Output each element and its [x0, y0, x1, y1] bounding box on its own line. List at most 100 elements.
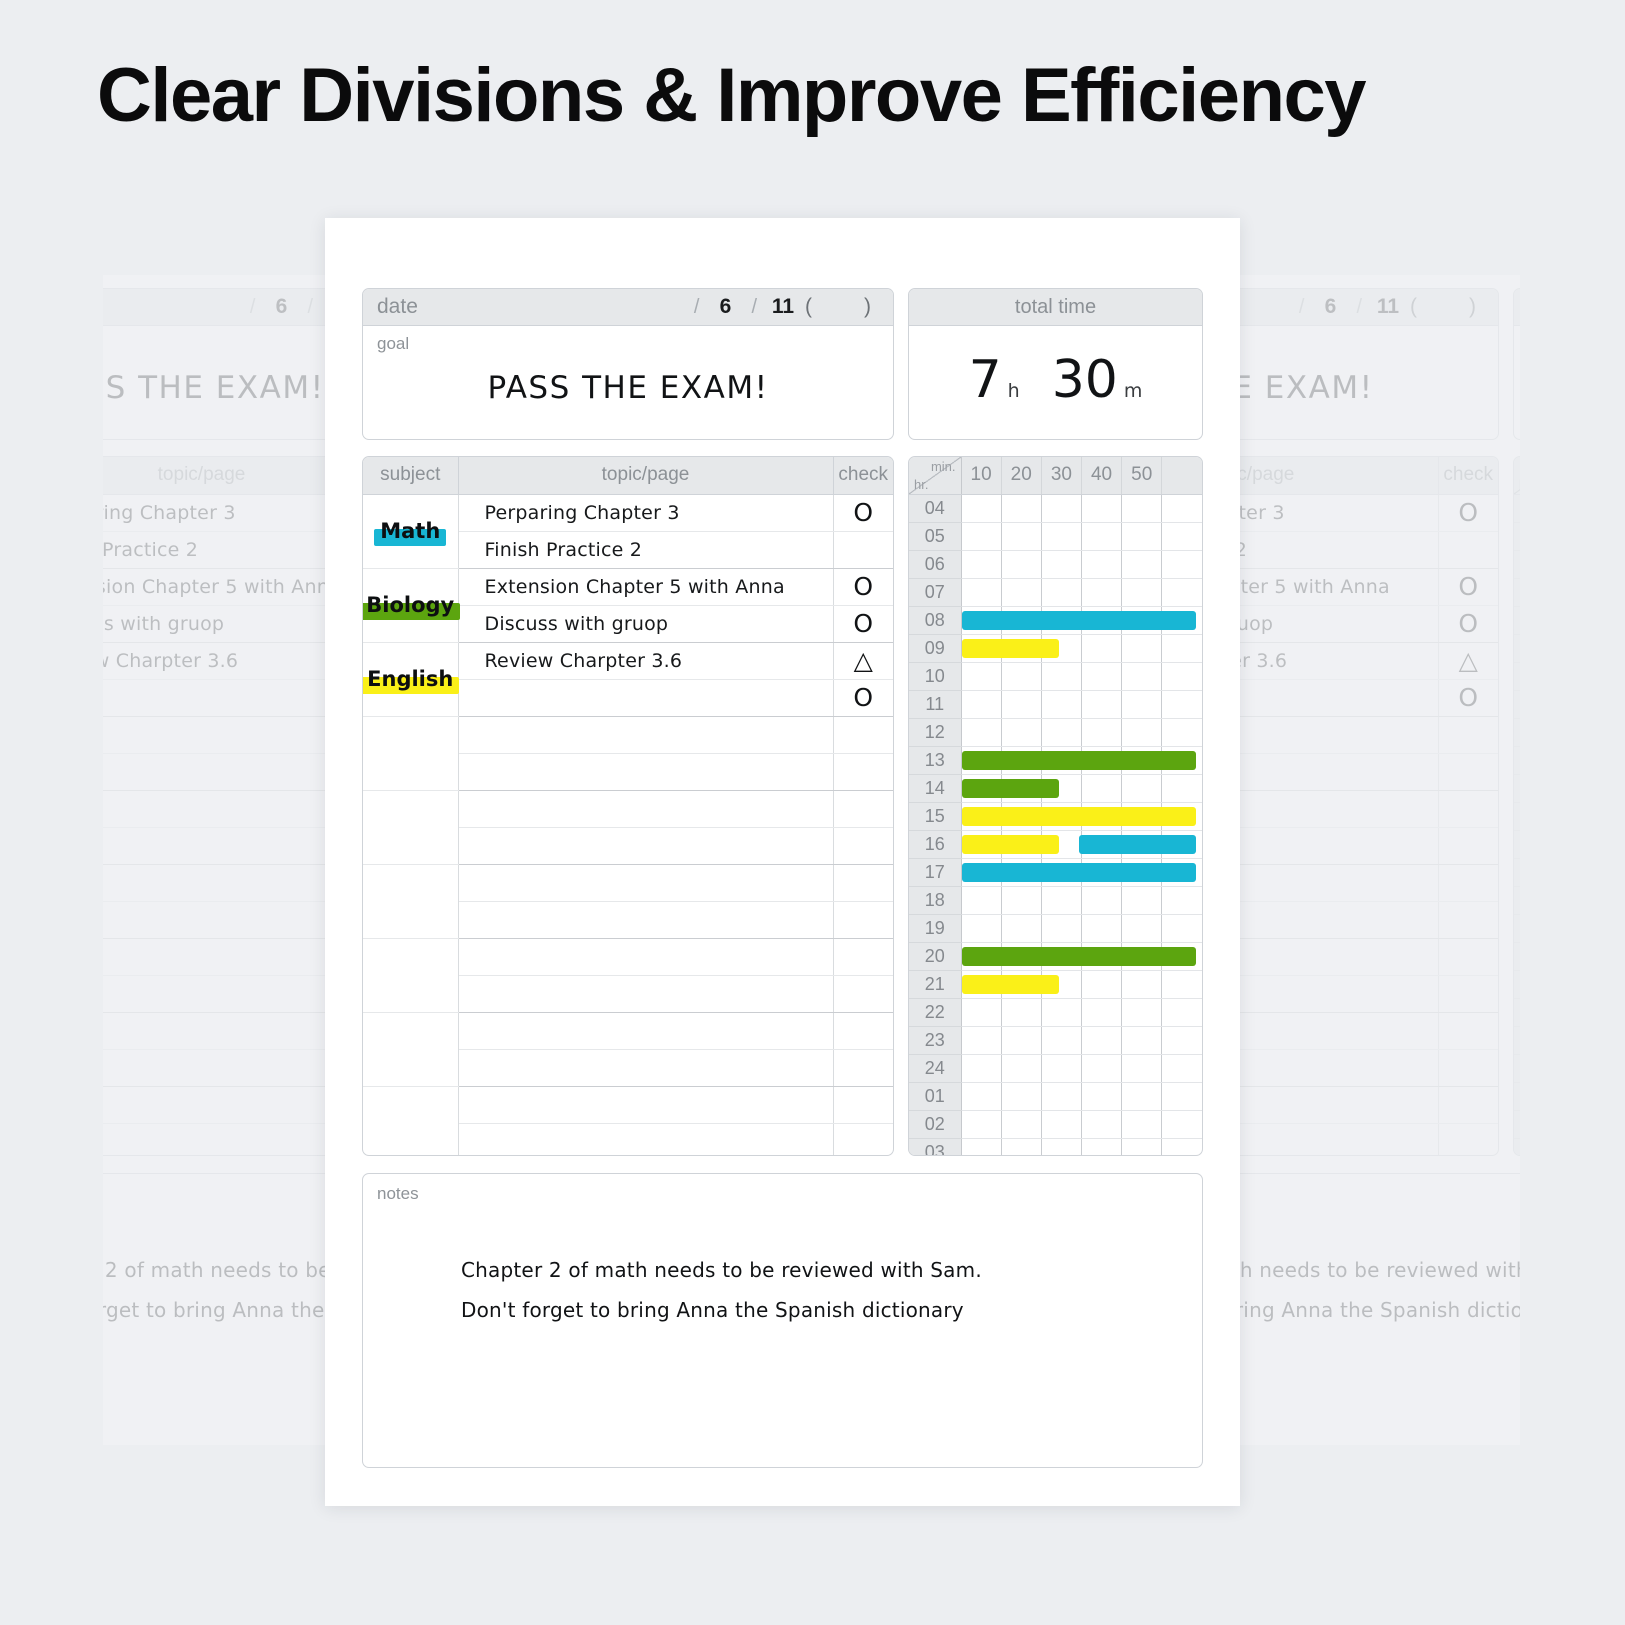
time-slot[interactable]: [1041, 998, 1082, 1027]
table-row[interactable]: [363, 901, 893, 939]
topic-cell[interactable]: [458, 1086, 834, 1124]
time-slot[interactable]: [1041, 970, 1082, 999]
time-slot[interactable]: [1001, 606, 1042, 635]
time-chart-row[interactable]: 19: [1514, 914, 1520, 943]
time-slot[interactable]: [1041, 746, 1082, 775]
date-day-field[interactable]: 11: [1376, 295, 1400, 318]
check-cell[interactable]: [1438, 531, 1498, 569]
time-slot[interactable]: [961, 774, 1060, 803]
check-cell[interactable]: [1438, 1123, 1498, 1155]
time-slot[interactable]: [1121, 858, 1163, 887]
time-slot[interactable]: [1041, 494, 1082, 523]
date-month-field[interactable]: 6: [719, 295, 732, 318]
check-cell[interactable]: [833, 531, 893, 569]
time-slot[interactable]: [1041, 690, 1082, 719]
topic-cell[interactable]: [458, 864, 834, 902]
topic-cell[interactable]: [458, 901, 834, 939]
time-slot[interactable]: [1081, 1138, 1123, 1155]
time-slot[interactable]: [961, 662, 1002, 691]
time-slot[interactable]: [1161, 1026, 1202, 1055]
time-chart-row[interactable]: 24: [909, 1054, 1202, 1083]
time-slot[interactable]: [1001, 914, 1042, 943]
time-slot[interactable]: [1041, 774, 1082, 803]
time-slot[interactable]: [1161, 914, 1202, 943]
check-cell[interactable]: [1438, 790, 1498, 828]
time-slot[interactable]: [1121, 774, 1163, 803]
time-slot[interactable]: [1121, 1054, 1163, 1083]
time-slot[interactable]: [1081, 914, 1123, 943]
time-chart-row[interactable]: 08: [1514, 606, 1520, 635]
goal-body[interactable]: goal PASS THE EXAM!: [363, 326, 893, 439]
table-row[interactable]: [363, 1086, 893, 1155]
time-slot[interactable]: [1001, 1054, 1042, 1083]
check-cell[interactable]: [833, 1049, 893, 1087]
check-cell[interactable]: [833, 975, 893, 1013]
time-chart-row[interactable]: 08: [909, 606, 1202, 635]
notes-line[interactable]: Chapter 2 of math needs to be reviewed w…: [461, 1258, 982, 1282]
time-slot[interactable]: [1161, 802, 1202, 831]
time-slot[interactable]: [1081, 970, 1123, 999]
check-cell[interactable]: O: [833, 568, 893, 606]
table-row[interactable]: [363, 716, 893, 791]
check-cell[interactable]: [833, 1086, 893, 1124]
time-chart-row[interactable]: 12: [909, 718, 1202, 747]
check-cell[interactable]: O: [833, 679, 893, 717]
table-row[interactable]: [363, 827, 893, 865]
check-cell[interactable]: [833, 753, 893, 791]
time-slot[interactable]: [1001, 942, 1042, 971]
time-chart-row[interactable]: 18: [909, 886, 1202, 915]
time-slot[interactable]: [1161, 886, 1202, 915]
time-slot[interactable]: [961, 886, 1002, 915]
time-slot[interactable]: [961, 1054, 1002, 1083]
time-slot[interactable]: [1081, 494, 1123, 523]
time-slot[interactable]: [1161, 718, 1202, 747]
time-slot[interactable]: [1121, 522, 1163, 551]
time-chart-row[interactable]: 23: [1514, 1026, 1520, 1055]
time-chart-row[interactable]: 02: [1514, 1110, 1520, 1139]
time-slot[interactable]: [961, 1082, 1002, 1111]
check-cell[interactable]: [1438, 1012, 1498, 1050]
time-slot[interactable]: [1001, 1138, 1042, 1155]
time-chart-row[interactable]: 07: [1514, 578, 1520, 607]
time-chart-row[interactable]: 12: [1514, 718, 1520, 747]
check-cell[interactable]: △: [833, 642, 893, 680]
topic-cell[interactable]: [458, 827, 834, 865]
check-cell[interactable]: [833, 901, 893, 939]
check-cell[interactable]: [833, 827, 893, 865]
time-slot[interactable]: [1161, 998, 1202, 1027]
check-cell[interactable]: O: [1438, 568, 1498, 606]
time-chart-row[interactable]: 04: [1514, 494, 1520, 523]
time-slot[interactable]: [1041, 886, 1082, 915]
check-cell[interactable]: [1438, 1049, 1498, 1087]
time-slot[interactable]: [1041, 1082, 1082, 1111]
time-slot[interactable]: [1161, 858, 1202, 887]
table-row[interactable]: [363, 938, 893, 1013]
total-hours-value[interactable]: 7: [968, 350, 1002, 410]
time-chart-row[interactable]: 17: [1514, 858, 1520, 887]
time-slot[interactable]: [1121, 746, 1163, 775]
time-chart-row[interactable]: 14: [909, 774, 1202, 803]
time-slot[interactable]: [1001, 634, 1042, 663]
total-minutes-value[interactable]: 30: [1051, 350, 1118, 410]
time-chart-row[interactable]: 01: [909, 1082, 1202, 1111]
time-chart-row[interactable]: 22: [1514, 998, 1520, 1027]
check-cell[interactable]: [1438, 827, 1498, 865]
check-cell[interactable]: O: [1438, 494, 1498, 532]
check-cell[interactable]: [833, 716, 893, 754]
time-slot[interactable]: [1041, 634, 1082, 663]
subject-cell[interactable]: [363, 1086, 459, 1155]
notes-line[interactable]: Don't forget to bring Anna the Spanish d…: [461, 1298, 964, 1322]
table-row[interactable]: Discuss with gruop O: [363, 605, 893, 643]
time-slot[interactable]: [1121, 1026, 1163, 1055]
time-slot[interactable]: [1121, 914, 1163, 943]
time-slot[interactable]: [1041, 802, 1082, 831]
time-slot[interactable]: [961, 830, 1197, 859]
time-slot[interactable]: [1041, 550, 1082, 579]
date-month-field[interactable]: 6: [275, 295, 288, 318]
date-fields[interactable]: / 6 / 11 ( ): [363, 289, 893, 325]
topic-cell[interactable]: [458, 975, 834, 1013]
topic-cell[interactable]: Discuss with gruop: [458, 605, 834, 643]
time-chart-row[interactable]: 05: [1514, 522, 1520, 551]
time-chart-row[interactable]: 10: [909, 662, 1202, 691]
time-slot[interactable]: [1001, 970, 1042, 999]
